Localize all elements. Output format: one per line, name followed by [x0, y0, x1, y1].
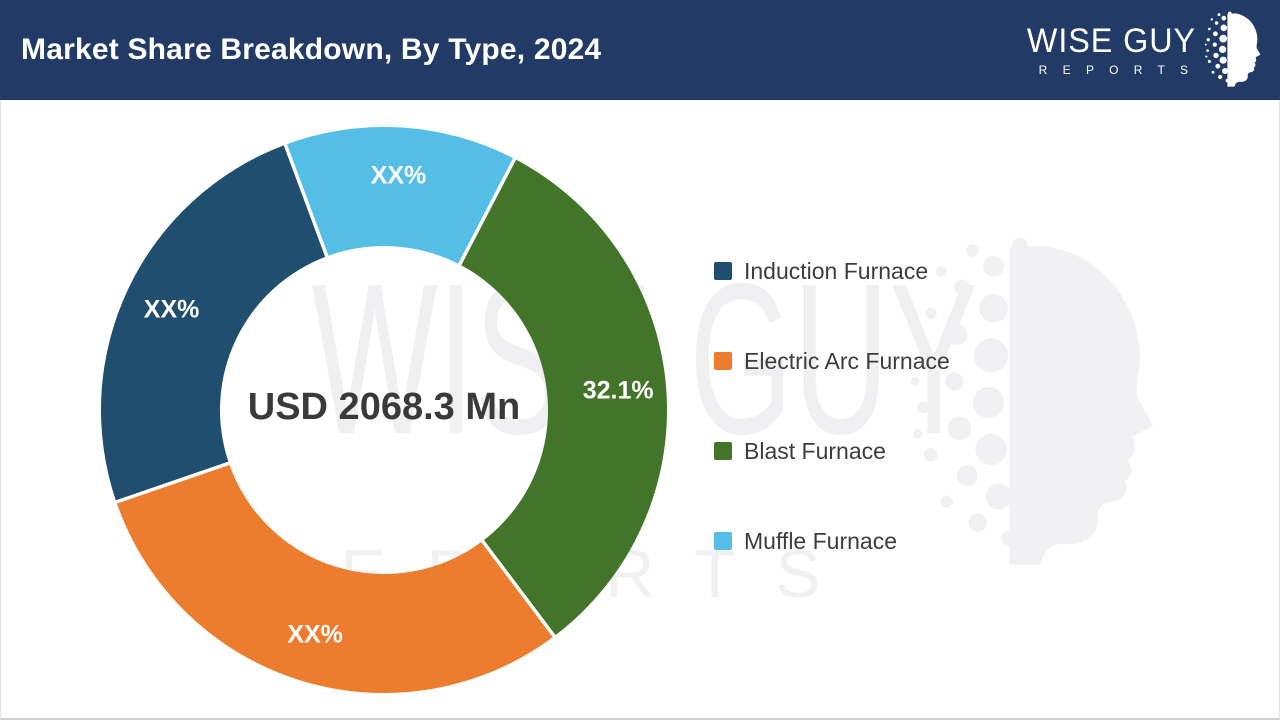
segment-value-label: XX% — [287, 621, 343, 649]
logo-text: WISE GUY R E P O R T S — [1018, 24, 1196, 76]
donut-segment — [459, 158, 667, 637]
legend-label: Electric Arc Furnace — [744, 347, 950, 374]
legend-label: Induction Furnace — [744, 257, 929, 284]
segment-value-label: XX% — [144, 295, 200, 323]
segment-divider — [283, 143, 329, 258]
legend-item: Blast Furnace — [714, 436, 950, 466]
legend-swatch — [714, 262, 732, 280]
logo-wordmark: WISE GUY — [1026, 22, 1196, 60]
legend-swatch — [714, 352, 732, 370]
segment-divider — [114, 461, 231, 504]
legend-swatch — [714, 442, 732, 460]
donut-chart: XX% 32.1% XX% XX% — [101, 126, 667, 693]
legend-label: Muffle Furnace — [744, 527, 897, 554]
legend-label: Blast Furnace — [744, 437, 886, 464]
segment-value-label: 32.1% — [583, 377, 654, 405]
chart-area: WISE GUY R E P O R T S XX%32.1%XX%XX% US… — [0, 100, 1280, 720]
donut-segment — [116, 463, 555, 693]
wise-guy-reports-logo: WISE GUY R E P O R T S — [1018, 11, 1280, 89]
header-bar: Market Share Breakdown, By Type, 2024 WI… — [0, 0, 1280, 100]
donut-segment — [285, 126, 515, 265]
legend-item: Electric Arc Furnace — [714, 346, 950, 376]
donut-segment — [101, 144, 327, 502]
segment-divider — [480, 539, 557, 638]
legend-item: Induction Furnace — [714, 256, 950, 286]
chart-legend: Induction Furnace Electric Arc Furnace Bla… — [714, 256, 950, 616]
legend-swatch — [714, 532, 732, 550]
logo-head-icon — [1204, 11, 1261, 87]
legend-item: Muffle Furnace — [714, 526, 950, 556]
page-title: Market Share Breakdown, By Type, 2024 — [21, 33, 602, 66]
segment-value-label: XX% — [371, 161, 427, 189]
segment-divider — [457, 157, 517, 267]
logo-subtitle: R E P O R T S — [1038, 63, 1194, 77]
chart-center-value: USD 2068.3 Mn — [247, 386, 521, 428]
